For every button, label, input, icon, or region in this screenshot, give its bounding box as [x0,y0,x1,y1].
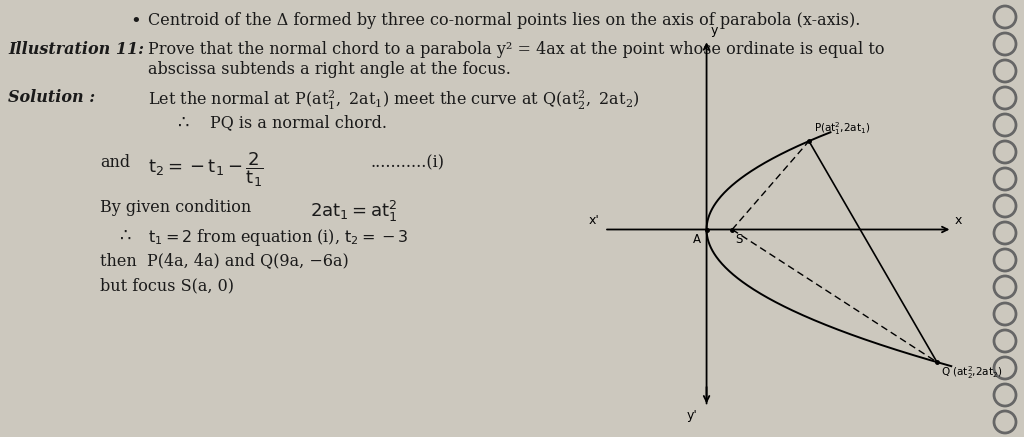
Text: then  P(4a, 4a) and Q(9a, −6a): then P(4a, 4a) and Q(9a, −6a) [100,252,349,269]
Text: ∴: ∴ [178,114,189,132]
Text: abscissa subtends a right angle at the focus.: abscissa subtends a right angle at the f… [148,61,511,78]
Text: Q (at$_2^2$,2at$_2$): Q (at$_2^2$,2at$_2$) [941,364,1002,381]
Text: Illustration 11:: Illustration 11: [8,41,144,58]
Text: A: A [692,233,700,246]
Text: x': x' [588,214,599,227]
Text: S: S [735,233,742,246]
Text: ∴: ∴ [120,227,131,245]
Text: •: • [130,12,140,30]
Text: Let the normal at P$\mathregular{(at_1^2,\ 2at_1)}$ meet the curve at Q$\mathreg: Let the normal at P$\mathregular{(at_1^2… [148,89,640,112]
Text: y: y [711,24,718,37]
Text: $\mathrm{t_1 = 2}$ from equation (i), $\mathrm{t_2 = -3}$: $\mathrm{t_1 = 2}$ from equation (i), $\… [148,227,409,248]
Text: PQ is a normal chord.: PQ is a normal chord. [210,114,387,131]
Text: P(at$_1^2$,2at$_1$): P(at$_1^2$,2at$_1$) [814,120,870,137]
Text: x: x [954,214,963,227]
Text: ...........(i): ...........(i) [370,154,444,171]
Text: Centroid of the Δ formed by three co-normal points lies on the axis of parabola : Centroid of the Δ formed by three co-nor… [148,12,860,29]
Text: y': y' [686,409,697,422]
Text: Solution :: Solution : [8,89,95,106]
Text: but focus S(a, 0): but focus S(a, 0) [100,277,234,294]
Text: By given condition: By given condition [100,199,251,216]
Text: $\mathrm{2at_1 = at_1^2}$: $\mathrm{2at_1 = at_1^2}$ [310,199,397,224]
Text: Prove that the normal chord to a parabola y² = 4ax at the point whose ordinate i: Prove that the normal chord to a parabol… [148,41,885,58]
Text: and: and [100,154,130,171]
Text: $\mathrm{t_2 = -t_1 - \dfrac{2}{t_1}}$: $\mathrm{t_2 = -t_1 - \dfrac{2}{t_1}}$ [148,150,263,189]
